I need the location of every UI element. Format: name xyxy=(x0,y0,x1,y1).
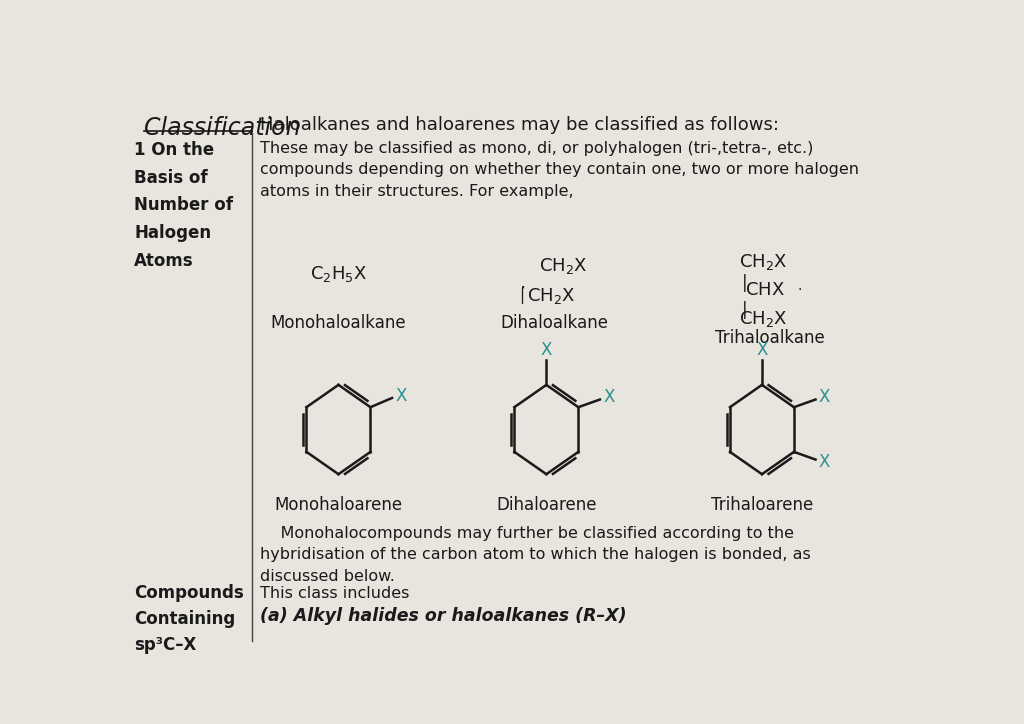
Text: This class includes: This class includes xyxy=(260,586,410,601)
Text: $\mathrm{C_2H_5X}$: $\mathrm{C_2H_5X}$ xyxy=(310,264,367,284)
Text: Classification: Classification xyxy=(144,116,301,140)
Text: $|$: $|$ xyxy=(741,300,746,321)
Text: Dihaloalkane: Dihaloalkane xyxy=(500,314,608,332)
Text: $|$: $|$ xyxy=(741,272,746,294)
Text: Monohalocompounds may further be classified according to the
hybridisation of th: Monohalocompounds may further be classif… xyxy=(260,526,811,584)
Text: Dihaloarene: Dihaloarene xyxy=(496,496,597,514)
Text: X: X xyxy=(757,341,768,358)
Text: X: X xyxy=(541,341,552,358)
Text: X: X xyxy=(603,388,614,406)
Text: X: X xyxy=(818,453,830,471)
Text: Haloalkanes and haloarenes may be classified as follows:: Haloalkanes and haloarenes may be classi… xyxy=(260,116,779,134)
Text: $\mathrm{CH_2X}$: $\mathrm{CH_2X}$ xyxy=(739,308,787,329)
Text: (a) Alkyl halides or haloalkanes (R–X): (a) Alkyl halides or haloalkanes (R–X) xyxy=(260,607,627,625)
FancyBboxPatch shape xyxy=(131,87,920,644)
Text: Trihaloarene: Trihaloarene xyxy=(711,496,813,514)
Text: These may be classified as mono, di, or polyhalogen (tri-,tetra-, etc.)
compound: These may be classified as mono, di, or … xyxy=(260,140,859,199)
Text: Monohaloarene: Monohaloarene xyxy=(274,496,402,514)
Text: $\mathrm{CH_2X}$: $\mathrm{CH_2X}$ xyxy=(739,253,787,272)
Text: $\mathrm{CHX}$: $\mathrm{CHX}$ xyxy=(745,281,784,299)
Text: $|$: $|$ xyxy=(519,285,524,306)
Text: Trihaloalkane: Trihaloalkane xyxy=(715,329,824,348)
Text: X: X xyxy=(818,388,830,406)
Text: $\cdot$: $\cdot$ xyxy=(797,281,802,295)
Text: Monohaloalkane: Monohaloalkane xyxy=(270,314,407,332)
Text: X: X xyxy=(395,387,407,405)
Text: $\mathrm{CH_2X}$: $\mathrm{CH_2X}$ xyxy=(527,285,575,306)
Text: 1 On the
Basis of
Number of
Halogen
Atoms: 1 On the Basis of Number of Halogen Atom… xyxy=(134,140,233,270)
Text: $\cdot$: $\cdot$ xyxy=(519,278,524,297)
Text: Compounds
Containing
sp³C–X: Compounds Containing sp³C–X xyxy=(134,584,244,654)
Text: $\mathrm{CH_2X}$: $\mathrm{CH_2X}$ xyxy=(539,256,587,277)
